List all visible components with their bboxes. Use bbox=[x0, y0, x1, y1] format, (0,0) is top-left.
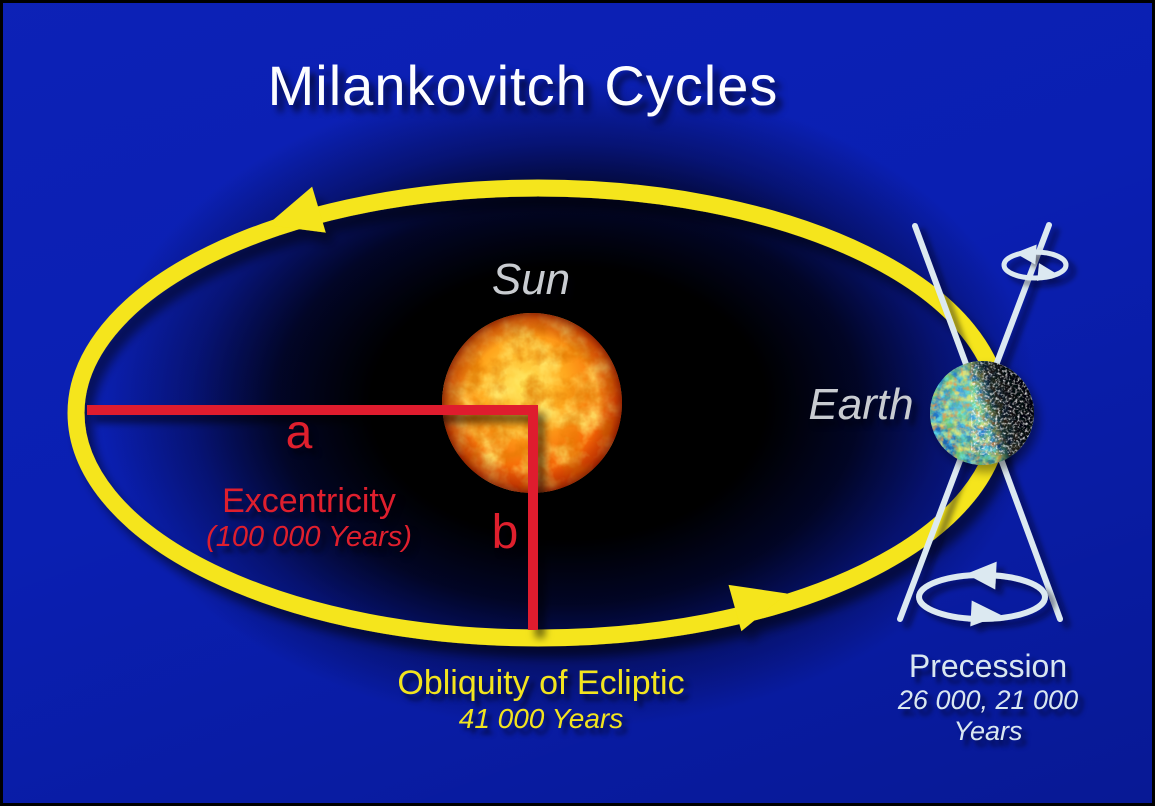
earth-label: Earth bbox=[808, 380, 914, 429]
obliquity-name: Obliquity of Ecliptic bbox=[397, 664, 685, 702]
semi-axis-lines bbox=[87, 405, 538, 630]
precession-caption: Precession 26 000, 21 000 Years bbox=[898, 647, 1078, 746]
earth-image bbox=[930, 361, 1034, 465]
precession-loop-top-icon bbox=[1001, 244, 1069, 281]
semi-major-axis-label: a bbox=[285, 406, 313, 459]
page-title: Milankovitch Cycles bbox=[267, 54, 779, 117]
eccentricity-period: (100 000 Years) bbox=[206, 521, 412, 554]
precession-loop-bottom-icon bbox=[916, 561, 1048, 627]
orbit-arrow-top-icon bbox=[267, 186, 326, 233]
sun-label: Sun bbox=[491, 255, 571, 304]
orbit-diagram-graphic bbox=[67, 179, 1069, 647]
precession-period-unit: Years bbox=[953, 715, 1023, 746]
semi-minor-axis-label: b bbox=[491, 506, 519, 559]
orbit-arrow-bottom-icon bbox=[728, 584, 787, 632]
sun-image bbox=[442, 313, 622, 493]
obliquity-caption: Obliquity of Ecliptic 41 000 Years bbox=[397, 664, 684, 736]
obliquity-period: 41 000 Years bbox=[458, 703, 624, 735]
precession-period: 26 000, 21 000 bbox=[897, 685, 1079, 716]
eccentricity-caption: Excentricity (100 000 Years) bbox=[206, 482, 412, 555]
precession-name: Precession bbox=[908, 648, 1068, 684]
eccentricity-name: Excentricity bbox=[222, 482, 396, 520]
